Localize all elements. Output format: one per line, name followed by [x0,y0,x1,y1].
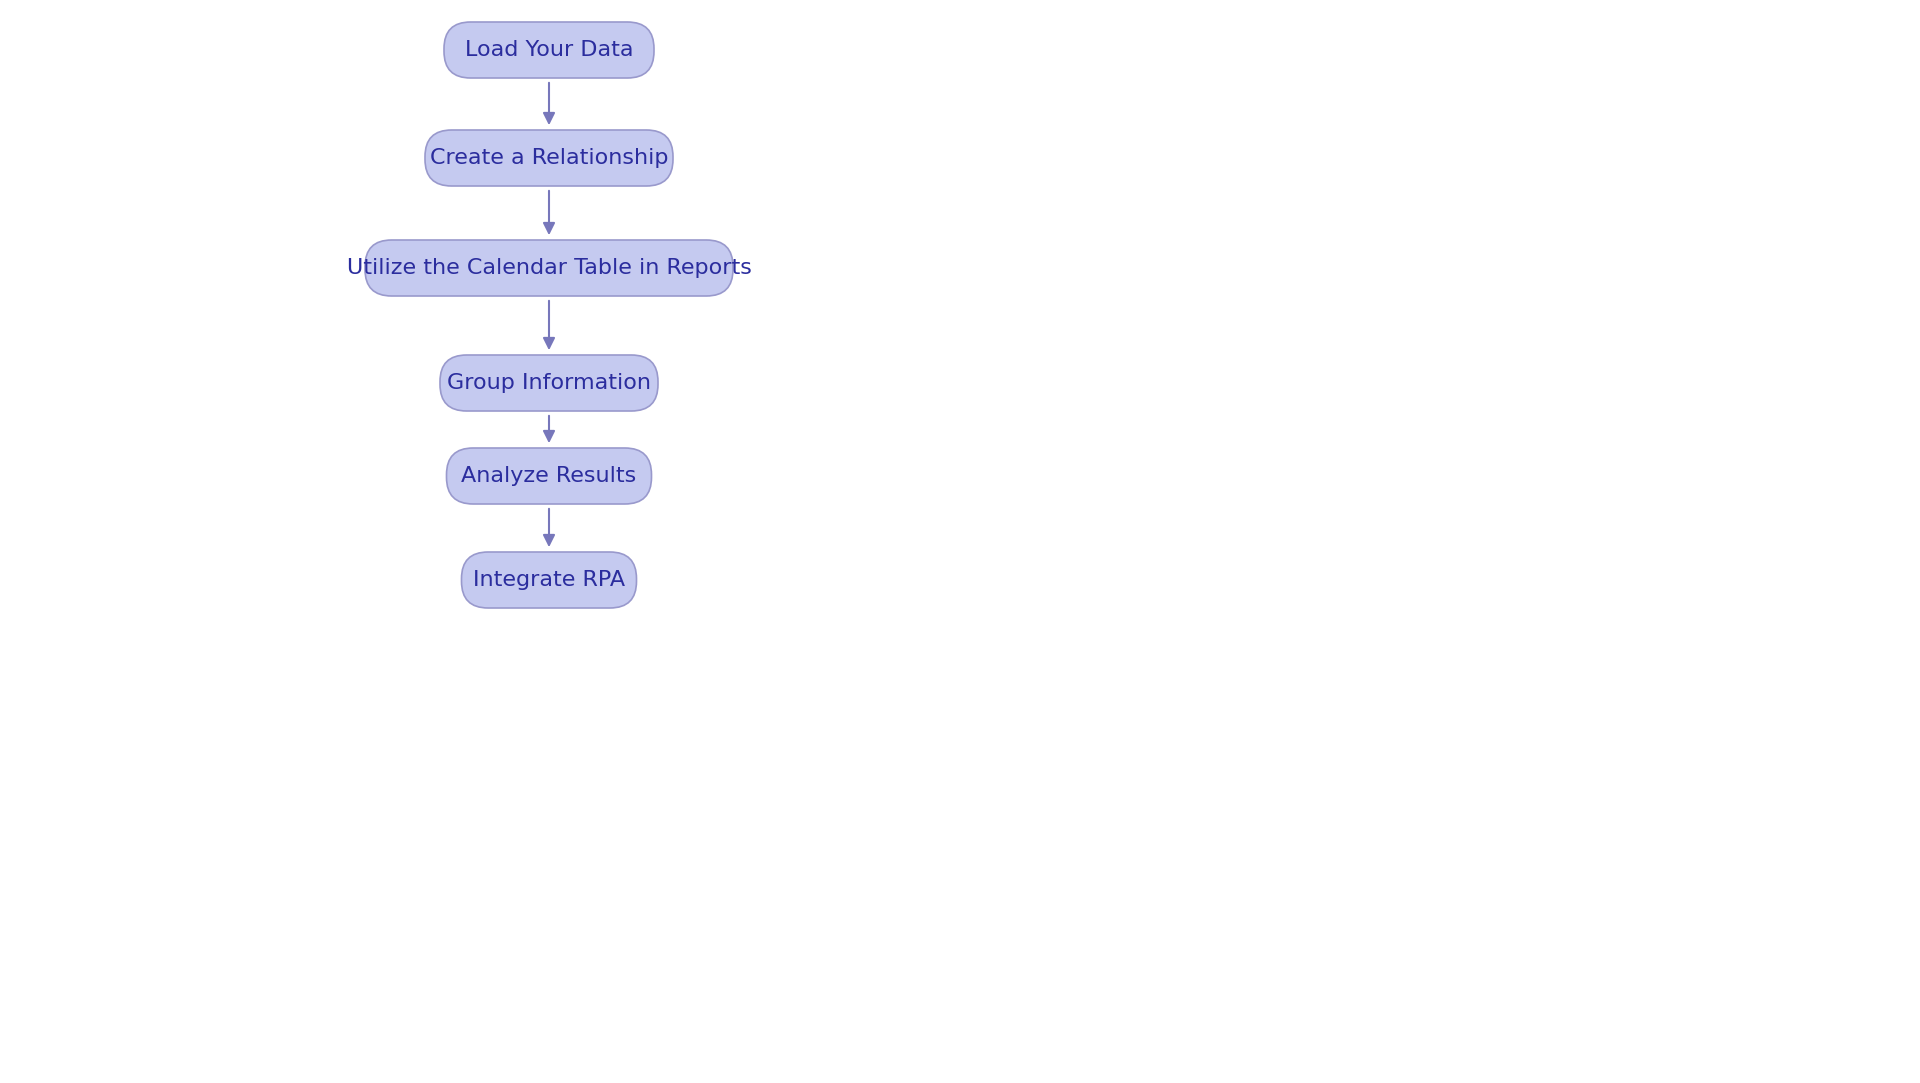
Text: Create a Relationship: Create a Relationship [430,148,668,168]
Text: Integrate RPA: Integrate RPA [472,570,626,590]
FancyBboxPatch shape [424,130,674,186]
Text: Analyze Results: Analyze Results [461,466,637,486]
FancyBboxPatch shape [365,240,733,296]
Text: Group Information: Group Information [447,373,651,393]
Text: Utilize the Calendar Table in Reports: Utilize the Calendar Table in Reports [348,258,751,278]
FancyBboxPatch shape [440,355,659,412]
Text: Load Your Data: Load Your Data [465,40,634,60]
FancyBboxPatch shape [444,22,655,78]
FancyBboxPatch shape [447,448,651,504]
FancyBboxPatch shape [461,552,637,608]
